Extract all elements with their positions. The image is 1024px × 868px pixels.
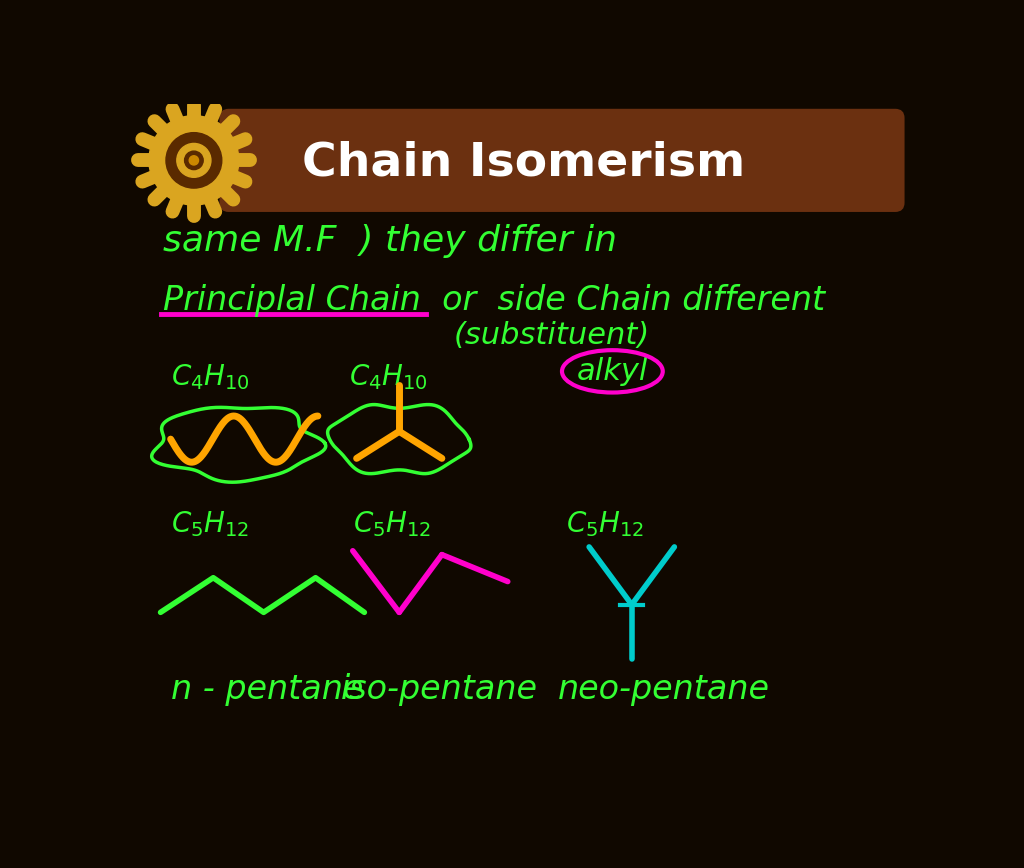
- Text: $C_5H_{12}$: $C_5H_{12}$: [352, 509, 431, 539]
- Text: iso-pentane: iso-pentane: [341, 673, 539, 706]
- Text: $C_5H_{12}$: $C_5H_{12}$: [566, 509, 644, 539]
- Text: (substituent): (substituent): [454, 320, 650, 350]
- Text: neo-pentane: neo-pentane: [558, 673, 770, 706]
- Circle shape: [166, 133, 222, 188]
- Text: alkyl: alkyl: [577, 357, 648, 386]
- Text: $C_4H_{10}$: $C_4H_{10}$: [171, 363, 250, 392]
- Text: n - pentane: n - pentane: [171, 673, 362, 706]
- Text: $C_5H_{12}$: $C_5H_{12}$: [171, 509, 249, 539]
- Text: Chain Isomerism: Chain Isomerism: [302, 140, 744, 185]
- FancyBboxPatch shape: [219, 108, 904, 212]
- Text: Principlal Chain  or  side Chain different: Principlal Chain or side Chain different: [163, 284, 825, 317]
- Text: same M.F  ) they differ in: same M.F ) they differ in: [163, 224, 616, 258]
- Circle shape: [189, 155, 199, 165]
- Circle shape: [184, 151, 203, 169]
- Circle shape: [177, 143, 211, 177]
- Text: $C_4H_{10}$: $C_4H_{10}$: [349, 363, 428, 392]
- Circle shape: [148, 115, 239, 205]
